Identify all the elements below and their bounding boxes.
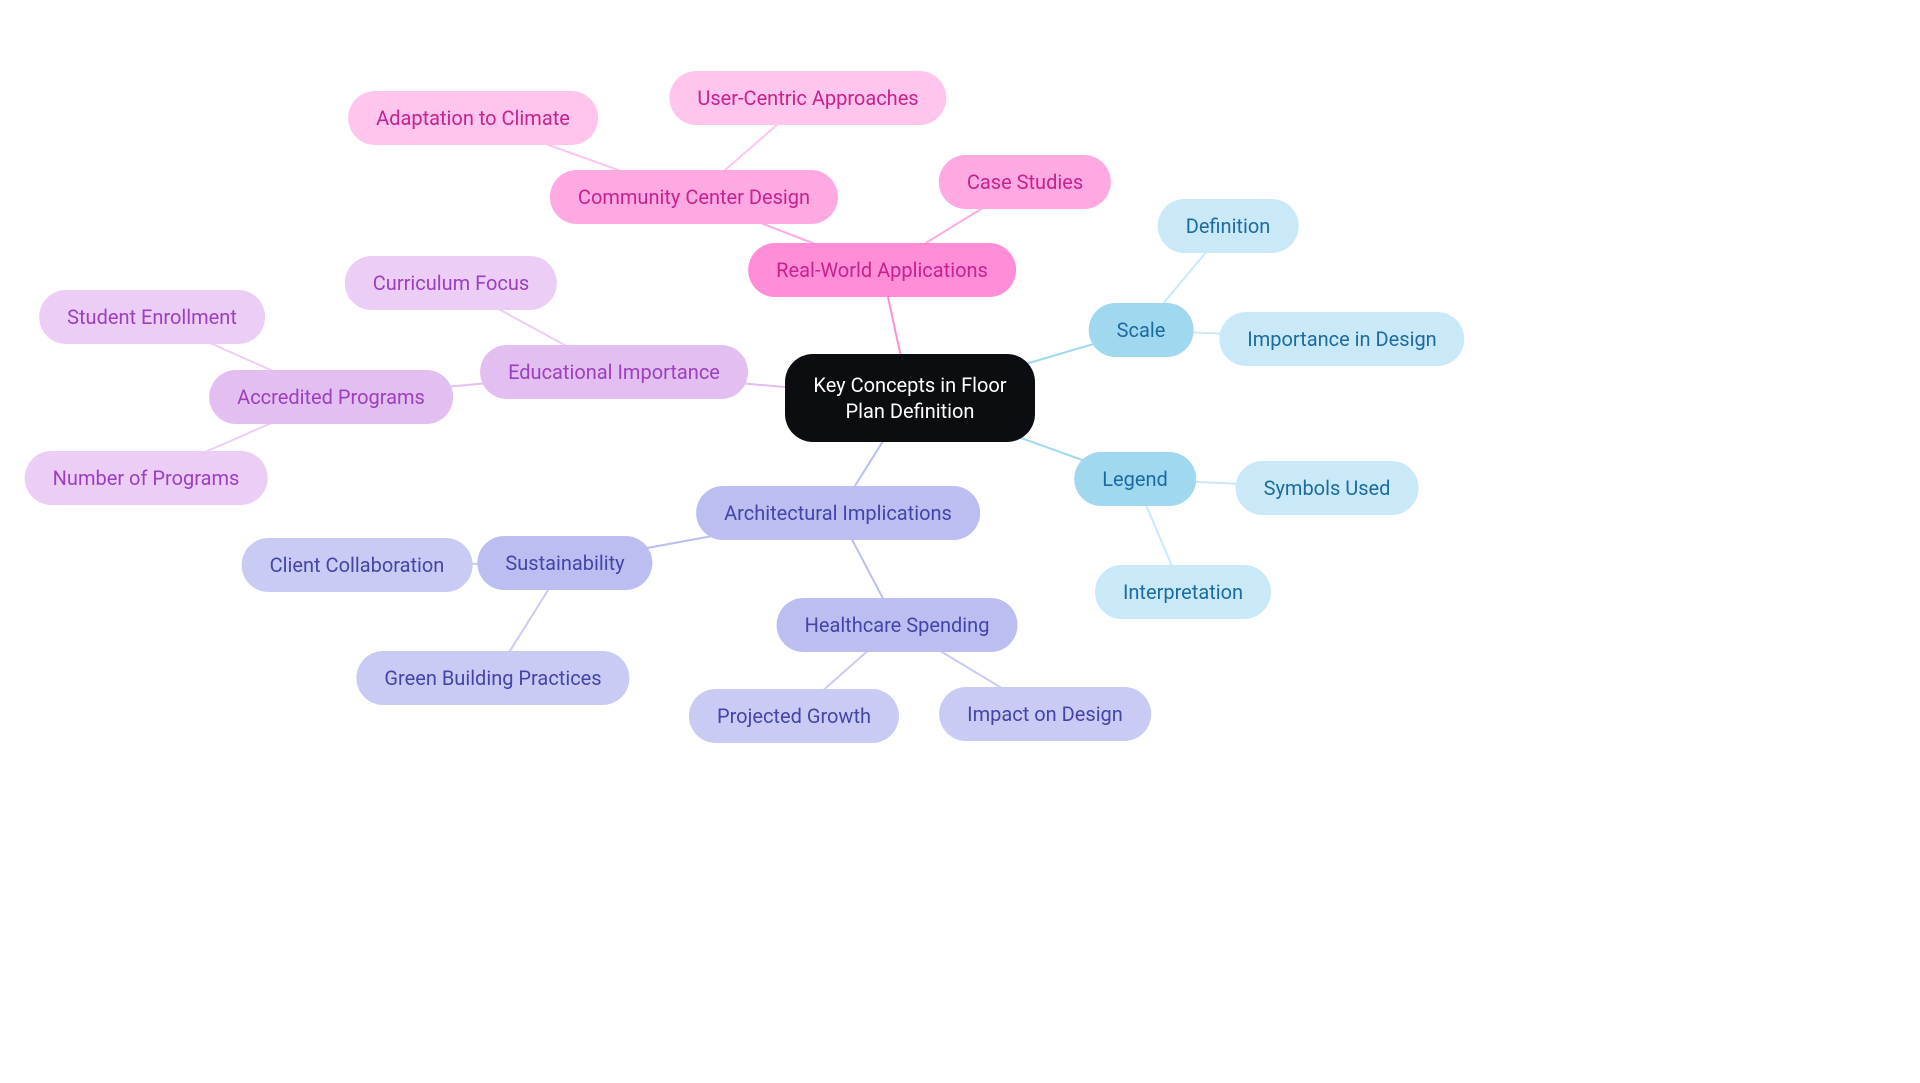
node-simp: Importance in Design [1219,312,1464,366]
node-se: Student Enrollment [39,290,265,344]
node-case: Case Studies [939,155,1111,209]
node-rwa: Real-World Applications [748,243,1016,297]
node-ap: Accredited Programs [209,370,453,424]
node-root: Key Concepts in Floor Plan Definition [785,354,1035,442]
node-gbp: Green Building Practices [356,651,629,705]
node-uca: User-Centric Approaches [669,71,946,125]
node-sdef: Definition [1158,199,1299,253]
node-interp: Interpretation [1095,565,1271,619]
node-sust: Sustainability [477,536,652,590]
node-ccol: Client Collaboration [242,538,473,592]
node-pg: Projected Growth [689,689,899,743]
node-atc: Adaptation to Climate [348,91,598,145]
node-legend: Legend [1074,452,1196,506]
node-scale: Scale [1089,303,1194,357]
node-np: Number of Programs [25,451,268,505]
node-ccd: Community Center Design [550,170,838,224]
node-arch: Architectural Implications [696,486,980,540]
node-iod: Impact on Design [939,687,1151,741]
node-symb: Symbols Used [1236,461,1419,515]
node-cf: Curriculum Focus [345,256,557,310]
node-hs: Healthcare Spending [777,598,1018,652]
node-edu: Educational Importance [480,345,748,399]
